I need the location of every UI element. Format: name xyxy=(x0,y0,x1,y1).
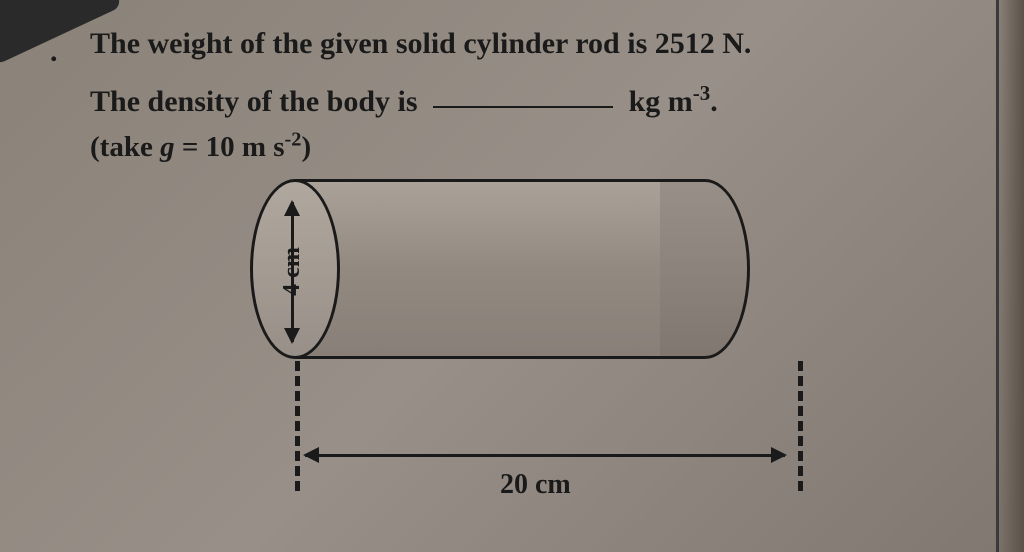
length-dimension-label: 20 cm xyxy=(500,469,571,501)
cylinder-shape: 4 cm xyxy=(250,179,750,359)
dimension-dashed-line-right xyxy=(798,361,803,491)
unit-text: kg m xyxy=(629,85,693,118)
page-content: . The weight of the given solid cylinder… xyxy=(0,0,1024,552)
unit-suffix: . xyxy=(710,85,718,118)
unit-exponent: -3 xyxy=(693,81,711,105)
length-arrow-icon xyxy=(305,454,785,457)
cylinder-diagram: 4 cm 20 cm xyxy=(220,169,840,509)
dimension-dashed-line-left xyxy=(295,361,300,491)
cylinder-body-rect xyxy=(295,179,705,359)
hint-equals: = 10 m s xyxy=(175,131,285,163)
question-bullet: . xyxy=(50,28,58,76)
hint-suffix: ) xyxy=(301,131,311,163)
hint-prefix: (take xyxy=(90,131,160,163)
question-line-2: The density of the body is kg m-3. xyxy=(90,78,984,126)
hint-line: (take g = 10 m s-2) xyxy=(90,131,984,164)
cylinder-right-ellipse xyxy=(660,179,750,359)
diameter-dimension-label: 4 cm xyxy=(279,247,306,296)
question-line-1: . The weight of the given solid cylinder… xyxy=(90,20,984,68)
question-prefix-text: The weight of the given solid cylinder r… xyxy=(90,27,655,60)
hint-exponent: -2 xyxy=(285,128,302,150)
hint-variable: g xyxy=(160,131,175,163)
answer-blank xyxy=(433,106,613,108)
cylinder-left-ellipse: 4 cm xyxy=(250,179,340,359)
weight-value: 2512 N. xyxy=(655,27,752,60)
density-prefix-text: The density of the body is xyxy=(90,85,425,118)
